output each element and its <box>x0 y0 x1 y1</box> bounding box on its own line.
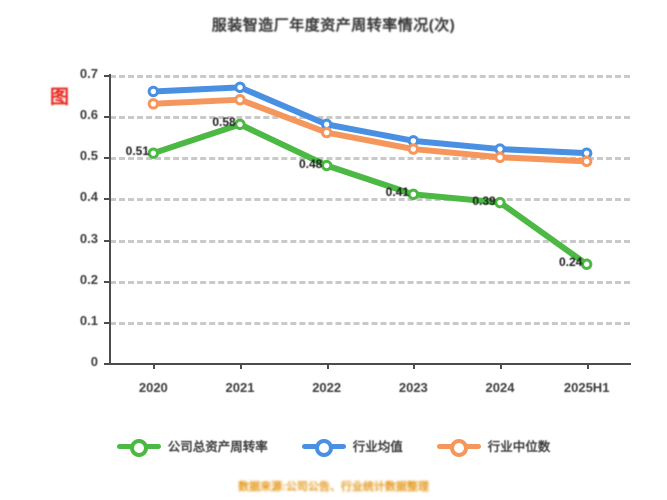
x-axis-tick-label: 2020 <box>138 380 168 395</box>
x-axis-tick-label: 2025H1 <box>563 380 610 395</box>
y-axis-tick-label: 0.1 <box>79 312 98 328</box>
x-tick-mark <box>326 363 329 369</box>
y-tick-mark <box>104 363 110 365</box>
grid-line <box>110 116 630 120</box>
x-axis-tick-label: 2021 <box>225 380 255 395</box>
y-tick-mark <box>104 239 110 242</box>
y-axis-tick-label: 0.6 <box>79 107 98 123</box>
y-axis-tick-label: 0.5 <box>79 148 98 164</box>
series-marker <box>580 258 593 270</box>
y-axis-tick-label: 0.2 <box>79 271 98 287</box>
y-axis-line <box>109 74 111 365</box>
x-axis-tick-label: 2022 <box>312 380 342 395</box>
y-tick-mark <box>104 280 110 283</box>
series-line <box>150 84 590 157</box>
legend-label: 公司总资产周转率 <box>167 440 268 454</box>
legend-label: 行业中位数 <box>487 440 551 454</box>
y-tick-mark <box>104 198 110 201</box>
data-point-label: 0.24 <box>558 255 583 270</box>
data-point-label: 0.51 <box>125 144 150 159</box>
series-marker <box>147 85 160 98</box>
y-tick-mark <box>104 75 110 77</box>
series-marker <box>147 147 160 159</box>
plot-area <box>104 75 630 365</box>
data-point-label: 0.39 <box>472 193 496 208</box>
data-point-label: 0.48 <box>298 156 323 171</box>
data-point-label: 0.41 <box>385 185 410 200</box>
legend-item-2[interactable]: 行业中位数 <box>436 436 551 457</box>
x-axis-tick-label: 2024 <box>485 380 515 395</box>
x-axis-tick-label: 2023 <box>398 380 428 395</box>
y-axis-tick-label: 0.7 <box>79 66 98 81</box>
y-axis-tick-label: 0 <box>90 354 98 369</box>
y-axis-tick-label: 0.4 <box>79 189 98 205</box>
legend-marker-icon <box>436 437 481 457</box>
bottom-caption: 数据来源:公司公告、行业统计数据整理 <box>238 481 429 493</box>
side-watermark: 图 <box>50 87 69 108</box>
legend-marker-icon <box>301 437 346 457</box>
grid-line <box>110 239 630 243</box>
legend-label: 行业均值 <box>352 440 403 454</box>
series-marker <box>234 93 246 106</box>
y-tick-mark <box>104 157 110 160</box>
y-axis-tick-label: 0.3 <box>79 230 98 246</box>
y-axis-labels: 0 0.1 0.2 0.3 0.4 0.5 0.6 0.7 <box>0 0 110 400</box>
series-layer <box>147 81 593 270</box>
grid-line <box>110 198 630 202</box>
series-marker <box>494 151 506 163</box>
x-tick-mark <box>153 363 156 369</box>
series-marker <box>147 98 160 110</box>
legend-item-1[interactable]: 行业均值 <box>301 436 403 457</box>
series-marker <box>320 126 333 139</box>
series-marker <box>407 143 420 155</box>
legend-marker-icon <box>116 437 161 457</box>
x-axis-labels: 2020 2021 2022 2023 2024 2025H1 <box>110 380 630 404</box>
series-marker <box>234 81 246 94</box>
grid-line <box>110 280 630 284</box>
x-tick-mark <box>413 363 416 369</box>
series-marker <box>407 188 420 201</box>
series-marker <box>234 118 246 131</box>
series-line <box>150 96 590 165</box>
series-marker <box>320 159 333 172</box>
y-tick-mark <box>104 116 110 119</box>
data-point-label: 0.58 <box>212 115 236 130</box>
grid-line <box>110 321 630 325</box>
x-axis-line <box>109 363 631 365</box>
x-tick-mark <box>500 363 502 369</box>
x-tick-mark <box>586 363 589 369</box>
chart-title: 服装智造厂年度资产周转率情况(次) <box>211 17 456 34</box>
chart-legend: 公司总资产周转率 行业均值 行业中位数 <box>0 436 667 457</box>
series-line <box>150 121 590 268</box>
grid-line <box>110 75 630 78</box>
y-tick-mark <box>104 321 110 324</box>
series-marker <box>580 155 593 168</box>
legend-item-0[interactable]: 公司总资产周转率 <box>116 436 268 457</box>
series-marker <box>494 196 506 209</box>
grid-line <box>110 157 630 161</box>
x-tick-mark <box>240 363 242 369</box>
